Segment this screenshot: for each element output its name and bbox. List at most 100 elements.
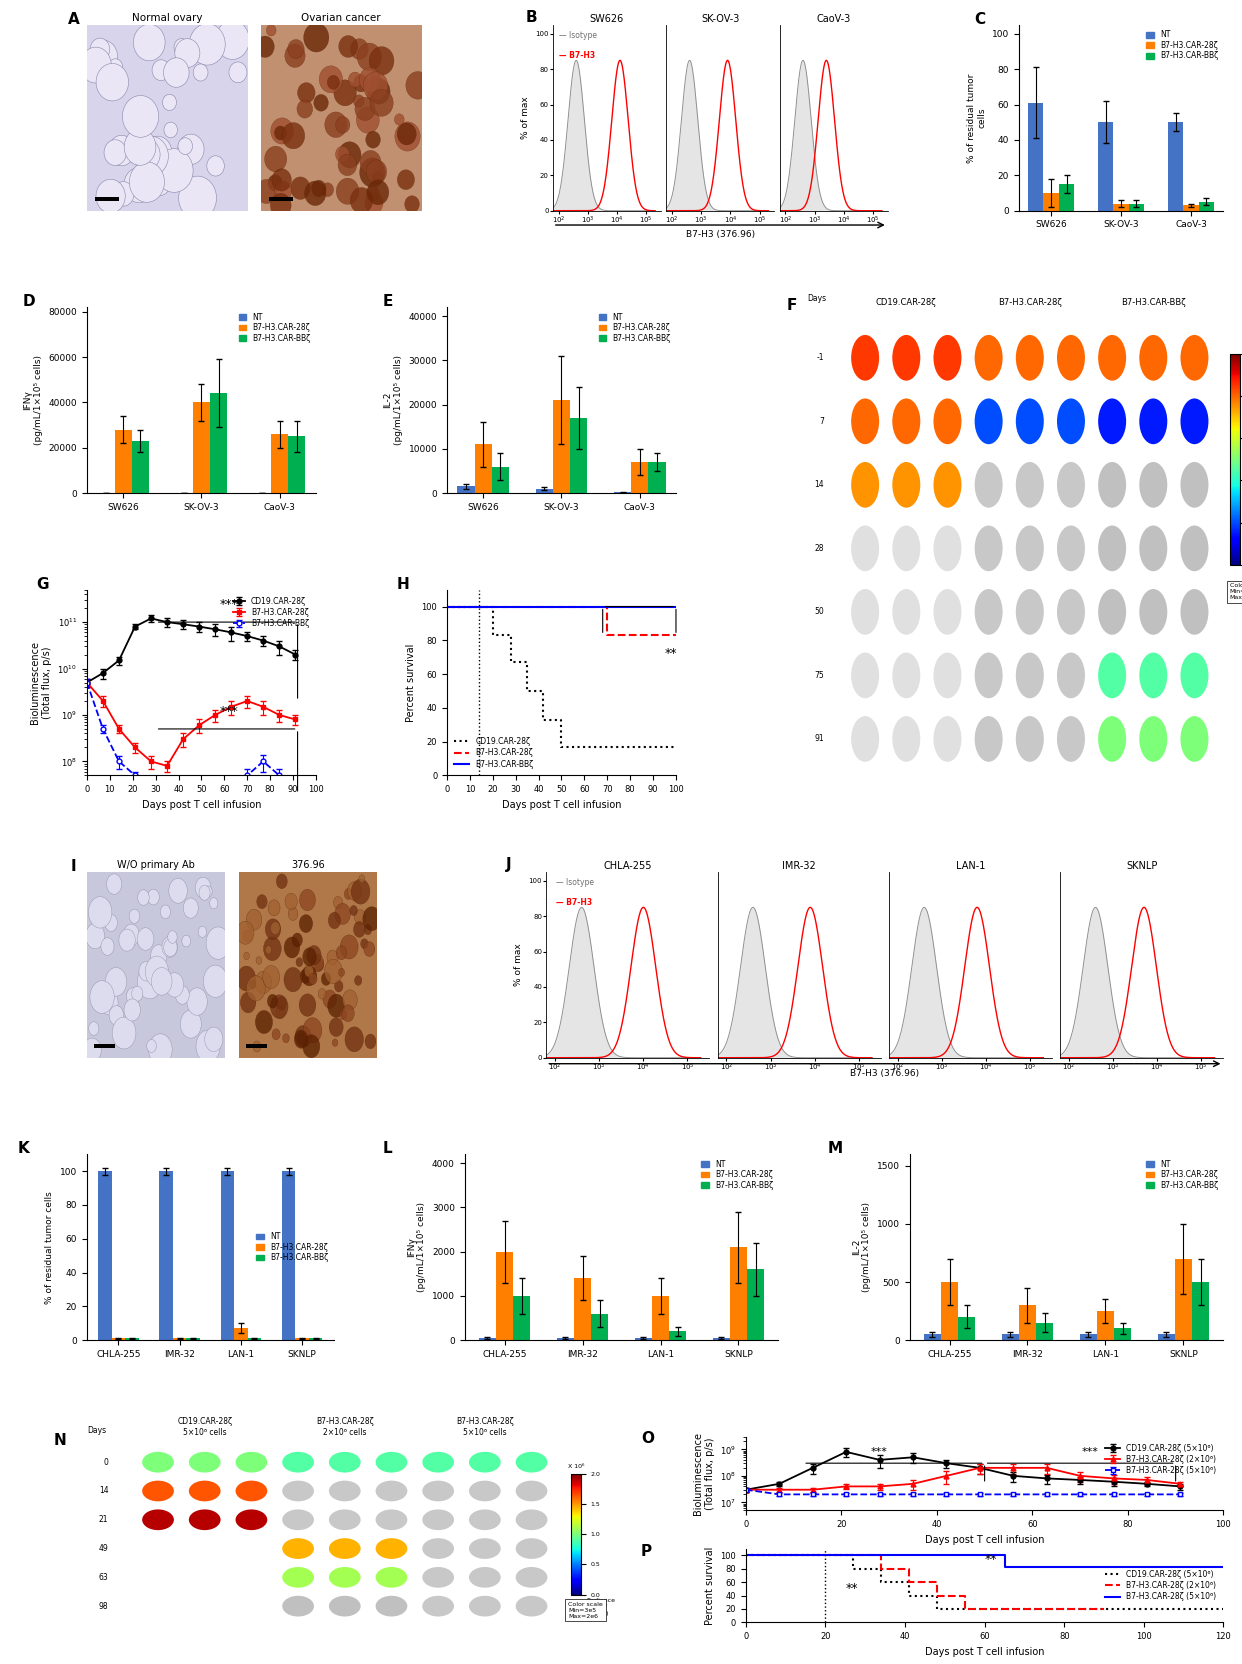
Circle shape (168, 930, 178, 943)
Circle shape (108, 135, 134, 166)
Y-axis label: % of max: % of max (520, 97, 529, 140)
Circle shape (405, 196, 420, 213)
Circle shape (257, 895, 267, 909)
Circle shape (89, 40, 118, 73)
Bar (309, 1338, 322, 1340)
Title: Normal ovary: Normal ovary (132, 13, 202, 23)
Bar (1079, 1335, 1097, 1340)
Bar (210, 393, 227, 493)
Ellipse shape (1098, 652, 1126, 699)
Ellipse shape (1016, 652, 1043, 699)
Circle shape (345, 1027, 364, 1052)
Circle shape (184, 899, 199, 919)
Ellipse shape (1180, 526, 1208, 571)
Circle shape (248, 980, 256, 988)
Text: O: O (641, 1431, 653, 1446)
Circle shape (246, 909, 262, 930)
Circle shape (348, 882, 361, 900)
Circle shape (272, 168, 292, 191)
Circle shape (365, 131, 380, 148)
Text: 49: 49 (98, 1544, 108, 1553)
B7-H3.CAR-28ζ (5×10⁶) (1176, 1558, 1191, 1577)
B7-H3.CAR-28ζ (440, 596, 455, 616)
Ellipse shape (375, 1481, 407, 1501)
B7-H3.CAR-28ζ (2×10⁶) (902, 1572, 917, 1592)
Circle shape (282, 123, 304, 148)
Circle shape (296, 957, 303, 967)
Text: E: E (383, 295, 394, 310)
Ellipse shape (469, 1509, 501, 1531)
Circle shape (299, 889, 315, 910)
Circle shape (329, 1018, 343, 1037)
Ellipse shape (1139, 716, 1167, 762)
Ellipse shape (469, 1538, 501, 1559)
Ellipse shape (375, 1596, 407, 1616)
Circle shape (339, 968, 344, 977)
Legend: CD19.CAR-28ζ, B7-H3.CAR-28ζ, B7-H3.CAR-BBζ: CD19.CAR-28ζ, B7-H3.CAR-28ζ, B7-H3.CAR-B… (230, 594, 312, 631)
Ellipse shape (515, 1567, 548, 1587)
Circle shape (284, 937, 299, 958)
Circle shape (175, 38, 200, 68)
Ellipse shape (329, 1596, 360, 1616)
Circle shape (241, 992, 256, 1013)
Title: 376.96: 376.96 (291, 860, 325, 870)
Ellipse shape (1057, 463, 1086, 508)
Ellipse shape (142, 1509, 174, 1531)
Ellipse shape (282, 1509, 314, 1531)
Ellipse shape (189, 1481, 221, 1501)
Ellipse shape (375, 1509, 407, 1531)
Circle shape (265, 146, 287, 171)
CD19.CAR-28ζ (622, 737, 637, 757)
Circle shape (255, 972, 272, 993)
Circle shape (318, 988, 327, 998)
CD19.CAR-28ζ (646, 737, 661, 757)
Ellipse shape (422, 1567, 455, 1587)
Text: — B7-H3: — B7-H3 (559, 52, 595, 60)
Text: 28: 28 (815, 544, 823, 552)
Circle shape (366, 186, 379, 201)
Ellipse shape (1180, 334, 1208, 381)
Bar (1114, 1328, 1131, 1340)
Circle shape (262, 965, 279, 988)
Bar (1097, 1311, 1114, 1340)
Ellipse shape (934, 652, 961, 699)
CD19.CAR-28ζ (600, 737, 615, 757)
Circle shape (107, 874, 122, 894)
B7-H3.CAR-28ζ (578, 596, 592, 616)
Circle shape (181, 935, 190, 947)
Title: W/O primary Ab: W/O primary Ab (117, 860, 195, 870)
Ellipse shape (975, 589, 1002, 634)
Circle shape (354, 922, 365, 937)
Circle shape (91, 38, 109, 60)
Circle shape (165, 973, 184, 997)
Circle shape (366, 87, 380, 102)
Ellipse shape (422, 1596, 455, 1616)
CD19.CAR-28ζ (535, 709, 550, 729)
Circle shape (328, 993, 345, 1017)
Circle shape (199, 927, 206, 937)
Circle shape (271, 193, 291, 218)
Circle shape (267, 993, 278, 1008)
Bar (631, 463, 648, 493)
Circle shape (366, 160, 386, 183)
Ellipse shape (892, 526, 920, 571)
Circle shape (263, 937, 281, 960)
Ellipse shape (469, 1451, 501, 1473)
Bar (271, 434, 288, 493)
Circle shape (205, 1027, 222, 1052)
Circle shape (129, 909, 139, 924)
Y-axis label: Bioluminescence
(Total flux, p/s): Bioluminescence (Total flux, p/s) (693, 1433, 714, 1514)
Y-axis label: % of residual tumor
cells: % of residual tumor cells (966, 73, 986, 163)
Text: Radiance
(p/sec/
cm²/sr): Radiance (p/sec/ cm²/sr) (586, 1597, 616, 1616)
Circle shape (310, 953, 324, 972)
Legend: NT, B7-H3.CAR-28ζ, B7-H3.CAR-BBζ: NT, B7-H3.CAR-28ζ, B7-H3.CAR-BBζ (597, 311, 672, 344)
Text: B7-H3.CAR-28ζ: B7-H3.CAR-28ζ (997, 298, 1062, 308)
B7-H3.CAR-28ζ (5×10⁶) (1216, 1558, 1231, 1577)
Circle shape (283, 1033, 289, 1043)
Ellipse shape (1057, 398, 1086, 444)
Ellipse shape (515, 1451, 548, 1473)
Bar (457, 486, 474, 493)
Circle shape (337, 178, 359, 205)
Bar (296, 1338, 309, 1340)
Circle shape (133, 25, 165, 62)
